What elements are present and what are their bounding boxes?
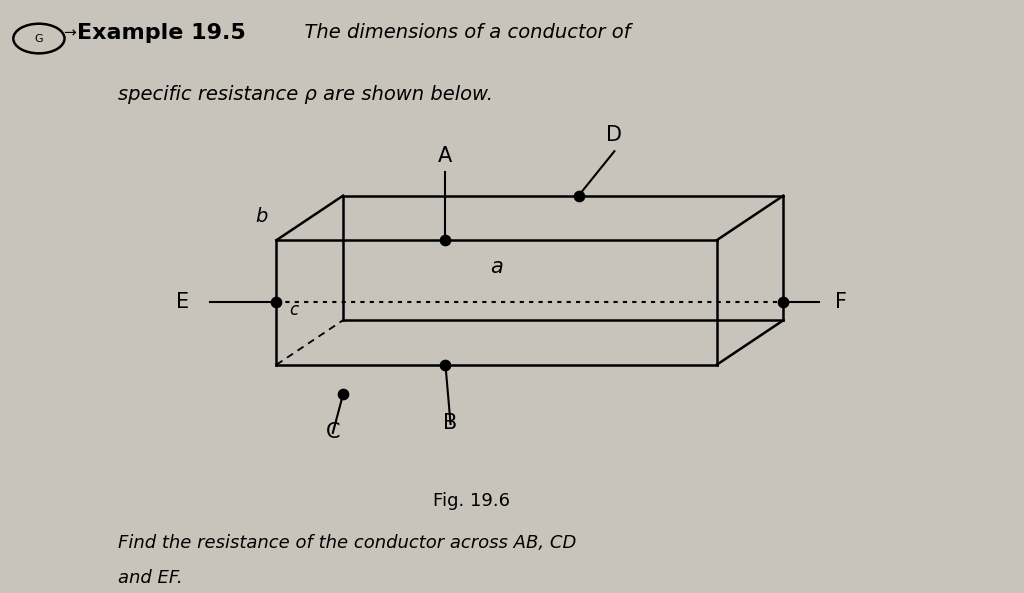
Text: and EF.: and EF.	[118, 569, 182, 587]
Text: F: F	[835, 292, 847, 313]
Text: The dimensions of a conductor of: The dimensions of a conductor of	[292, 23, 631, 42]
Text: G: G	[35, 34, 43, 43]
Point	[437, 235, 454, 245]
Point	[570, 191, 587, 200]
Text: a: a	[490, 257, 503, 277]
Text: A: A	[438, 146, 453, 166]
Text: E: E	[176, 292, 189, 313]
Point	[268, 298, 285, 307]
Text: specific resistance ρ are shown below.: specific resistance ρ are shown below.	[118, 85, 493, 104]
Text: b: b	[255, 207, 267, 226]
Text: B: B	[443, 413, 458, 433]
Point	[437, 360, 454, 369]
Text: c: c	[290, 301, 298, 318]
Text: →: →	[63, 25, 76, 40]
Text: C: C	[326, 422, 340, 442]
Point	[335, 390, 351, 399]
Text: D: D	[606, 125, 623, 145]
Text: Find the resistance of the conductor across AB, CD: Find the resistance of the conductor acr…	[118, 534, 577, 551]
Text: Example 19.5: Example 19.5	[77, 23, 246, 43]
Point	[775, 298, 792, 307]
Text: Fig. 19.6: Fig. 19.6	[432, 492, 510, 510]
